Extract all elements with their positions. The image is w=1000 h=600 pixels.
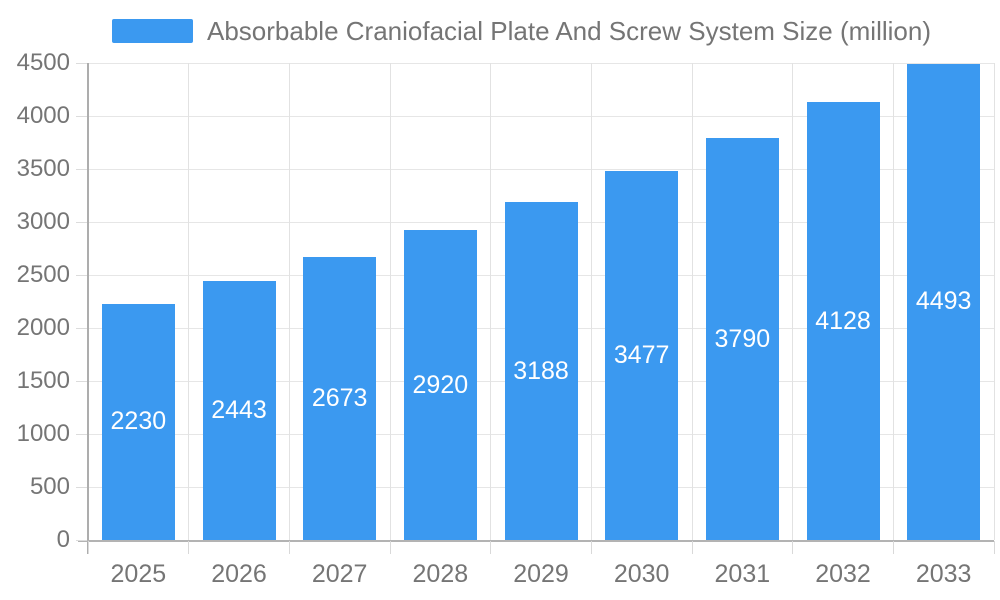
legend-swatch (112, 19, 193, 43)
y-axis-label: 4000 (16, 102, 70, 129)
gridline-vertical (389, 63, 391, 540)
gridline-vertical (993, 63, 995, 540)
bar: 3188 (504, 202, 578, 540)
y-axis-label: 2500 (16, 261, 70, 288)
x-axis-label: 2026 (211, 560, 267, 588)
y-axis-label: 0 (56, 526, 70, 553)
x-axis-tick (389, 541, 391, 554)
x-axis-label: 2032 (815, 560, 871, 588)
bar: 2673 (303, 256, 377, 540)
x-axis-tick (188, 541, 190, 554)
y-axis-label: 1500 (16, 367, 70, 394)
gridline-vertical (188, 63, 190, 540)
x-axis-label: 2025 (110, 560, 167, 588)
x-axis-label: 2028 (412, 560, 469, 588)
y-axis-label: 3000 (16, 208, 70, 235)
bar-value-label: 3790 (714, 324, 771, 353)
gridline-vertical (792, 63, 794, 540)
x-axis-label: 2033 (915, 560, 972, 588)
x-axis-line (78, 540, 994, 542)
y-axis-tick (76, 62, 87, 64)
x-axis-label: 2030 (613, 560, 670, 588)
gridline-vertical (288, 63, 290, 540)
y-axis-label: 1000 (16, 420, 70, 447)
chart-legend[interactable]: Absorbable Craniofacial Plate And Screw … (112, 15, 931, 46)
y-axis-tick (76, 274, 87, 276)
y-axis-line (87, 63, 89, 554)
x-axis-label: 2029 (513, 560, 569, 588)
bar: 4128 (806, 102, 880, 540)
gridline-horizontal (88, 168, 994, 170)
bar-value-label: 3188 (513, 356, 569, 385)
y-axis-tick (76, 221, 87, 223)
plot-area: 2230 2443 2673 2920 3188 3477 3790 4128 4493 (88, 62, 995, 540)
bar-value-label: 3477 (613, 341, 670, 370)
bar-value-label: 4493 (915, 287, 972, 316)
bar: 2230 (101, 303, 175, 540)
y-axis-tick (76, 539, 87, 541)
gridline-vertical (590, 63, 592, 540)
x-axis-label: 2027 (311, 560, 368, 588)
gridline-vertical (490, 63, 492, 540)
legend-label: Absorbable Craniofacial Plate And Screw … (207, 15, 931, 46)
x-axis-label: 2031 (714, 560, 771, 588)
x-axis-tick (87, 541, 89, 554)
gridline-horizontal (88, 115, 994, 117)
y-axis-tick (76, 380, 87, 382)
bar: 3477 (605, 171, 679, 540)
y-axis-label: 500 (29, 473, 70, 500)
y-axis-label: 2000 (16, 314, 70, 341)
y-axis-label: 4500 (16, 49, 70, 76)
y-axis-tick (76, 168, 87, 170)
y-axis-tick (76, 115, 87, 117)
x-axis-tick (691, 541, 693, 554)
y-axis-tick (76, 327, 87, 329)
bar-value-label: 2443 (211, 396, 267, 425)
bar-value-label: 4128 (815, 306, 871, 335)
bar: 2920 (403, 230, 477, 540)
gridline-vertical (892, 63, 894, 540)
bar-value-label: 2673 (311, 383, 368, 412)
x-axis-tick (892, 541, 894, 554)
gridline-vertical (691, 63, 693, 540)
bar-value-label: 2920 (412, 370, 469, 399)
bar: 2443 (202, 281, 276, 540)
x-axis-tick (288, 541, 290, 554)
y-axis-tick (76, 433, 87, 435)
x-axis-tick (792, 541, 794, 554)
y-axis-tick (76, 486, 87, 488)
bar: 4493 (907, 63, 981, 540)
x-axis-tick (590, 541, 592, 554)
y-axis-label: 3500 (16, 155, 70, 182)
bar: 3790 (705, 138, 779, 540)
bar-value-label: 2230 (110, 407, 167, 436)
x-axis-tick (490, 541, 492, 554)
x-axis-tick (993, 541, 995, 554)
gridline-horizontal (88, 62, 994, 64)
